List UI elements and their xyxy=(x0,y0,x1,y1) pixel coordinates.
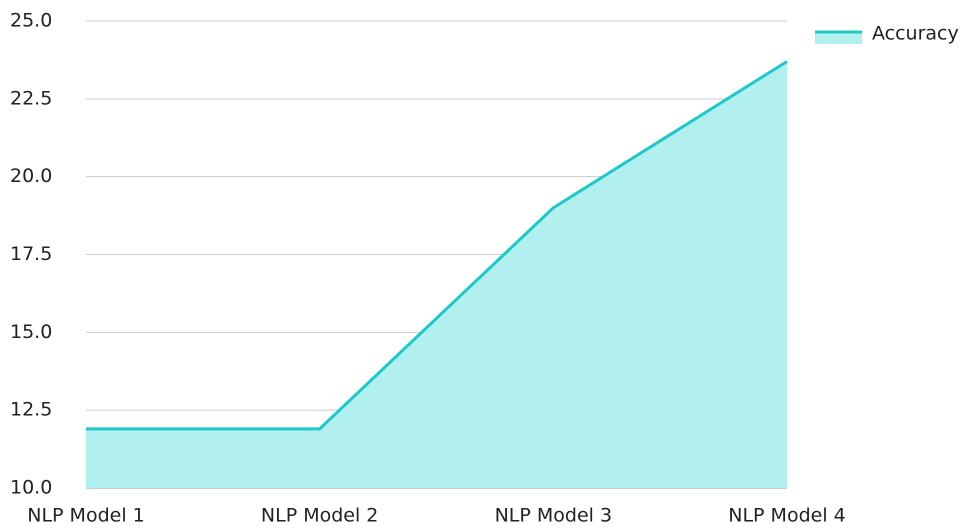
area xyxy=(86,61,787,489)
legend-swatch xyxy=(815,32,862,44)
x-tick-label: NLP Model 3 xyxy=(495,505,612,527)
line xyxy=(86,60,788,431)
y-tick-label: 22.5 xyxy=(10,87,52,109)
y-tick-label: 20.0 xyxy=(10,165,52,187)
legend-label: Accuracy xyxy=(872,23,959,45)
y-tick-label: 17.5 xyxy=(10,243,52,265)
y-tick-label: 25.0 xyxy=(10,10,52,32)
x-tick-label: NLP Model 4 xyxy=(728,505,845,527)
y-tick-label: 12.5 xyxy=(10,399,52,421)
x-tick-label: NLP Model 1 xyxy=(27,505,144,527)
y-tick-label: 15.0 xyxy=(10,321,52,343)
x-tick-label: NLP Model 2 xyxy=(261,505,378,527)
y-tick-label: 10.0 xyxy=(10,477,52,499)
